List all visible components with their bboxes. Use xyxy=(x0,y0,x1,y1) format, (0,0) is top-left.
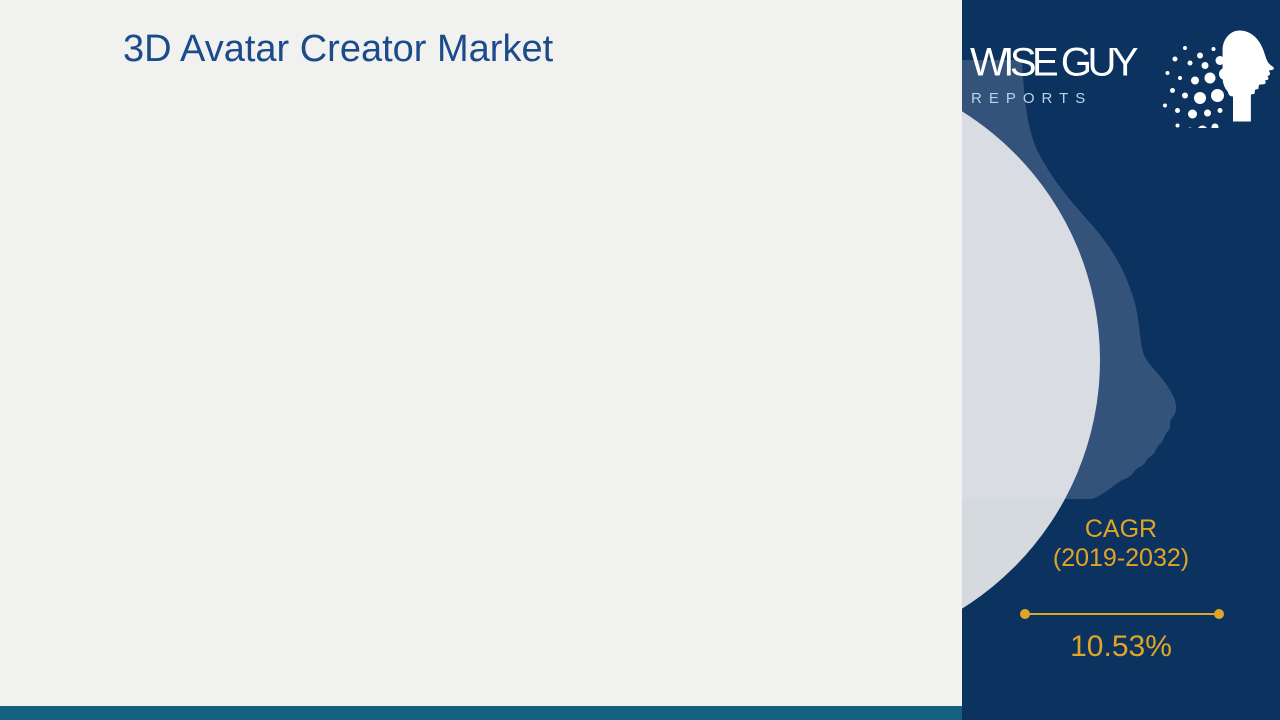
svg-text:WISE GUY: WISE GUY xyxy=(970,41,1138,85)
svg-text:REPORTS: REPORTS xyxy=(971,90,1092,107)
